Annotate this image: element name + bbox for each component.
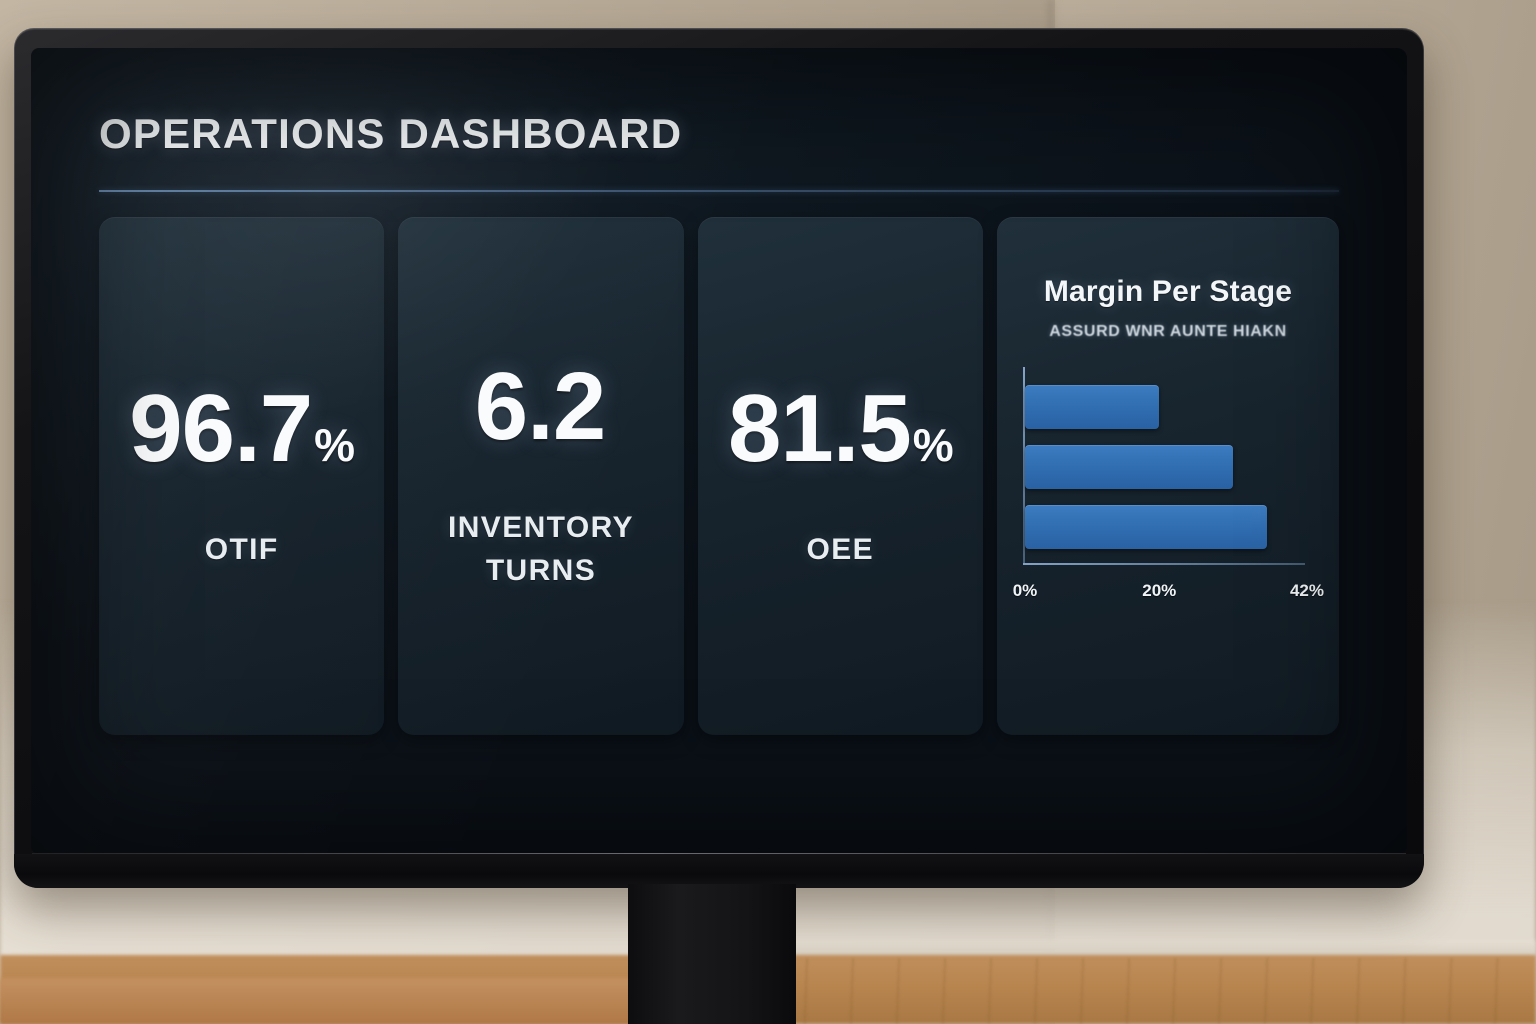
title-divider <box>99 190 1339 192</box>
kpi-value-number: 96.7 <box>129 374 313 482</box>
y-axis-line <box>1022 367 1025 563</box>
kpi-card-inventory-turns[interactable]: 6.2 INVENTORY TURNS <box>398 217 684 735</box>
kpi-card-oee[interactable]: 81.5% OEE <box>697 217 983 735</box>
page-title: OPERATIONS DASHBOARD <box>99 110 683 157</box>
kpi-card-otif[interactable]: 96.7% OTIF <box>99 217 385 735</box>
monitor: OPERATIONS DASHBOARD 96.7% OTIF 6.2 INVE… <box>14 28 1424 888</box>
bar-stage-3[interactable] <box>1024 505 1267 549</box>
floor-grain <box>760 958 1536 1024</box>
kpi-value-number: 81.5 <box>727 374 912 482</box>
x-axis-line <box>1022 563 1305 565</box>
chart-card-margin-per-stage[interactable]: Margin Per Stage ASSURD WNR AUNTE HIAKN … <box>996 217 1339 735</box>
bar-chart-plot <box>1022 367 1313 575</box>
kpi-label-oee: OEE <box>806 532 875 566</box>
kpi-value: 6.2 <box>475 359 607 455</box>
x-tick-1: 20% <box>1142 581 1177 600</box>
operations-dashboard: OPERATIONS DASHBOARD 96.7% OTIF 6.2 INVE… <box>31 48 1407 853</box>
chart-title: Margin Per Stage <box>1043 275 1293 308</box>
kpi-card-row: 96.7% OTIF 6.2 INVENTORY TURNS 81.5% OEE <box>99 217 1339 735</box>
monitor-bottom-bezel <box>14 854 1424 888</box>
kpi-value-unit: % <box>912 418 954 471</box>
x-tick-0: 0% <box>1012 581 1038 600</box>
x-axis-tick-labels: 0% 20% 42% <box>1013 581 1324 607</box>
kpi-label-otif: OTIF <box>204 532 279 566</box>
kpi-label-inventory-turns: INVENTORY TURNS <box>448 511 634 587</box>
chart-subtitle: ASSURD WNR AUNTE HIAKN <box>1049 323 1287 340</box>
bar-stage-1[interactable] <box>1024 385 1160 429</box>
kpi-value-unit: % <box>314 418 355 471</box>
monitor-screen: OPERATIONS DASHBOARD 96.7% OTIF 6.2 INVE… <box>31 48 1407 853</box>
bar-stage-2[interactable] <box>1024 445 1234 489</box>
x-tick-2: 42% <box>1289 581 1324 600</box>
kpi-value: 81.5% <box>727 374 954 482</box>
floor-left <box>0 978 640 1024</box>
kpi-value-number: 6.2 <box>474 353 606 461</box>
kpi-value: 96.7% <box>129 374 355 482</box>
monitor-stand-neck <box>628 884 796 1024</box>
